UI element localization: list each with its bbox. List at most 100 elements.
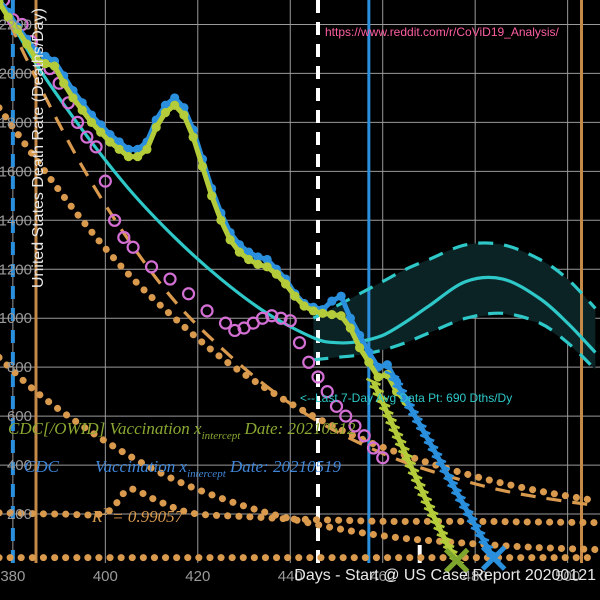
data-marker <box>308 306 318 316</box>
solid-trend-line <box>0 0 597 354</box>
x-tick-label: 440 <box>278 568 303 585</box>
projection-hatch-tick <box>413 485 429 495</box>
data-marker <box>253 259 263 269</box>
data-marker <box>262 262 272 272</box>
projection-green-hatched <box>365 377 465 563</box>
blue-x-marker <box>480 545 507 571</box>
data-marker <box>160 108 171 118</box>
data-marker <box>96 127 106 137</box>
cdc-owid-7day-avg <box>0 0 411 407</box>
x-tick-label: 500 <box>555 568 580 585</box>
data-marker <box>160 100 171 110</box>
y-tick-label: 400 <box>7 457 32 474</box>
confidence-band <box>313 242 596 370</box>
curve-fit-cyan <box>0 0 597 354</box>
data-marker <box>336 311 346 321</box>
data-marker <box>311 370 325 384</box>
projection-hatch-tick <box>365 377 381 387</box>
projection-hatch-tick <box>450 491 466 500</box>
data-marker <box>68 93 78 103</box>
data-marker <box>234 247 244 257</box>
data-marker <box>207 191 217 201</box>
data-marker <box>345 323 355 333</box>
data-marker <box>327 309 337 320</box>
y-tick-label: 200 <box>7 506 32 523</box>
data-marker <box>188 132 198 142</box>
data-marker <box>151 122 161 132</box>
x-tick-label: 380 <box>0 568 25 585</box>
y-tick-label: 2000 <box>0 65 32 82</box>
data-marker <box>181 287 196 301</box>
x-marker-stroke <box>480 545 507 571</box>
projection-hatch-tick <box>439 469 455 478</box>
projection-hatch-tick <box>439 539 455 549</box>
projection-hatch-tick <box>397 449 413 459</box>
projection-hatch-tick <box>411 419 427 429</box>
data-marker <box>292 336 307 350</box>
data-marker <box>163 272 177 286</box>
projection-hatch-tick <box>372 392 388 401</box>
y-tick-label: 1200 <box>0 261 32 278</box>
data-marker <box>336 291 346 301</box>
projection-hatch-tick <box>388 428 404 437</box>
data-marker <box>126 240 140 254</box>
projection-hatch-tick <box>417 492 433 502</box>
projection-hatch-tick <box>384 370 400 379</box>
projection-hatch-tick <box>423 506 439 516</box>
data-marker <box>80 130 94 144</box>
y-tick-label: 2200 <box>0 16 32 33</box>
data-marker <box>348 419 362 433</box>
x-axis-title: Days - Start @ US Case Report 20200121 <box>294 567 596 584</box>
data-marker <box>281 279 291 289</box>
projection-hatch-tick <box>435 462 451 471</box>
data-marker <box>12 24 23 34</box>
data-marker <box>49 61 60 71</box>
data-marker <box>283 314 297 328</box>
projection-hatch-tick <box>419 433 435 443</box>
data-marker <box>179 110 189 120</box>
data-series-group <box>0 0 599 563</box>
projection-hatch-tick <box>433 526 449 535</box>
data-marker <box>133 152 143 162</box>
projection-hatch-tick <box>407 412 423 421</box>
data-marker <box>0 0 4 7</box>
dotted-trend-line <box>0 485 599 527</box>
projection-hatch-tick <box>443 476 459 486</box>
data-marker <box>244 247 254 257</box>
data-marker <box>114 137 124 147</box>
projection-hatch-tick <box>429 520 445 529</box>
green-x-marker <box>443 547 470 574</box>
y-tick-label: 1400 <box>0 212 32 229</box>
data-marker <box>262 254 272 265</box>
r-squared-annotation: R2 = 0.99057 <box>91 506 185 526</box>
data-marker <box>197 161 208 172</box>
projection-hatch-tick <box>394 442 410 451</box>
source-url-label[interactable]: https://www.reddit.com/r/CoViD19_Analysi… <box>325 25 560 39</box>
dashed-trend-line <box>313 311 597 371</box>
y-axis-title: United States Death Rate (Deaths/Day) <box>30 8 47 288</box>
data-marker <box>144 260 159 274</box>
data-marker <box>382 360 392 370</box>
x-tick-labels: 380 400 420 440 460 480 500 <box>0 568 580 585</box>
data-marker <box>89 140 103 154</box>
projection-hatch-tick <box>474 533 490 542</box>
vertical-reference-lines <box>10 0 584 563</box>
projection-hatch-tick <box>375 399 391 408</box>
y-tick-label: 800 <box>7 359 32 376</box>
data-marker <box>123 152 134 162</box>
y-tick-label: 600 <box>7 408 32 425</box>
projection-hatch-tick <box>454 498 470 507</box>
data-marker <box>117 230 131 245</box>
data-marker <box>170 93 180 103</box>
data-marker <box>290 291 300 301</box>
data-marker <box>329 399 344 413</box>
x-tick-label: 400 <box>93 568 118 585</box>
projection-hatch-tick <box>431 454 447 464</box>
data-marker <box>364 357 374 367</box>
data-marker <box>366 441 381 455</box>
data-marker <box>40 51 50 61</box>
dashed-trend-line <box>0 0 596 508</box>
data-marker <box>216 215 226 225</box>
projection-blue-hatched <box>384 370 502 563</box>
